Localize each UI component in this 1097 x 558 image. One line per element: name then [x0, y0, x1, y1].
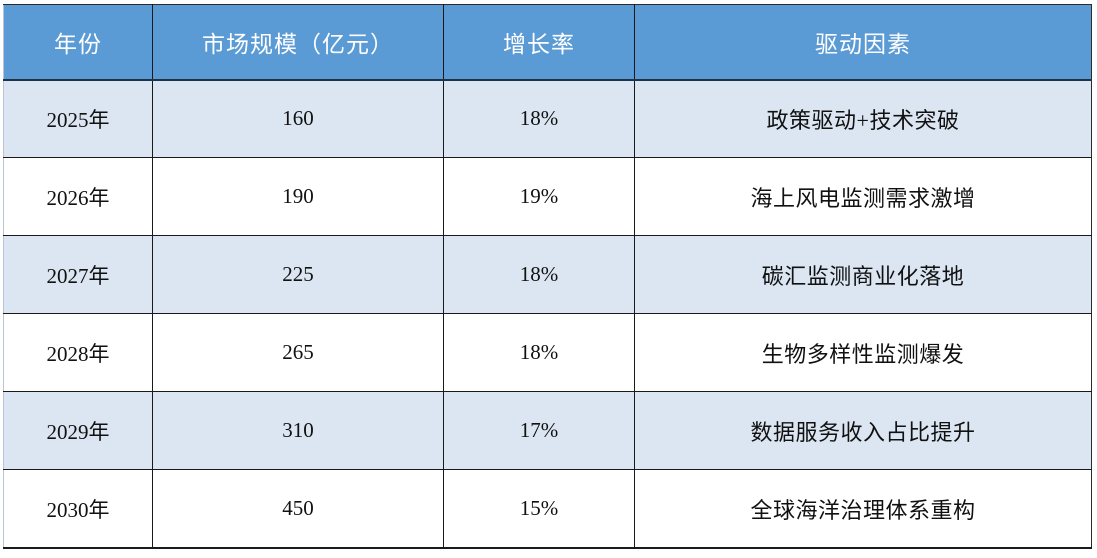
table-header-row: 年份 市场规模（亿元） 增长率 驱动因素: [3, 4, 1092, 81]
cell-market-size: 450: [152, 469, 444, 550]
column-header-size[interactable]: 市场规模（亿元）: [152, 4, 444, 81]
column-header-year[interactable]: 年份: [3, 4, 153, 81]
cell-driver-factor: 全球海洋治理体系重构: [634, 469, 1092, 550]
cell-year: 2028年: [3, 313, 153, 393]
cell-year: 2027年: [3, 235, 153, 315]
table-body: 2025年 160 18% 政策驱动+技术突破 2026年 190 19% 海上…: [3, 79, 1092, 550]
cell-year: 2029年: [3, 391, 153, 471]
cell-growth-rate: 18%: [443, 79, 635, 159]
cell-market-size: 160: [152, 79, 444, 159]
table-row: 2028年 265 18% 生物多样性监测爆发: [3, 313, 1092, 393]
cell-driver-factor: 海上风电监测需求激增: [634, 157, 1092, 237]
cell-market-size: 310: [152, 391, 444, 471]
cell-growth-rate: 17%: [443, 391, 635, 471]
cell-market-size: 190: [152, 157, 444, 237]
column-header-growth[interactable]: 增长率: [443, 4, 635, 81]
table-row: 2027年 225 18% 碳汇监测商业化落地: [3, 235, 1092, 315]
cell-market-size: 265: [152, 313, 444, 393]
cell-market-size: 225: [152, 235, 444, 315]
cell-driver-factor: 生物多样性监测爆发: [634, 313, 1092, 393]
table-row: 2030年 450 15% 全球海洋治理体系重构: [3, 469, 1092, 550]
cell-year: 2026年: [3, 157, 153, 237]
cell-driver-factor: 政策驱动+技术突破: [634, 79, 1092, 159]
cell-year: 2025年: [3, 79, 153, 159]
cell-driver-factor: 数据服务收入占比提升: [634, 391, 1092, 471]
cell-driver-factor: 碳汇监测商业化落地: [634, 235, 1092, 315]
table-row: 2026年 190 19% 海上风电监测需求激增: [3, 157, 1092, 237]
market-forecast-table: 年份 市场规模（亿元） 增长率 驱动因素 2025年 160 18% 政策驱动+…: [3, 4, 1092, 550]
column-header-driver[interactable]: 驱动因素: [634, 4, 1092, 81]
cell-year: 2030年: [3, 469, 153, 550]
cell-growth-rate: 18%: [443, 235, 635, 315]
table-header: 年份 市场规模（亿元） 增长率 驱动因素: [3, 4, 1092, 81]
cell-growth-rate: 19%: [443, 157, 635, 237]
table-row: 2029年 310 17% 数据服务收入占比提升: [3, 391, 1092, 471]
cell-growth-rate: 18%: [443, 313, 635, 393]
forecast-table-container: 年份 市场规模（亿元） 增长率 驱动因素 2025年 160 18% 政策驱动+…: [3, 4, 1092, 550]
table-row: 2025年 160 18% 政策驱动+技术突破: [3, 79, 1092, 159]
cell-growth-rate: 15%: [443, 469, 635, 550]
